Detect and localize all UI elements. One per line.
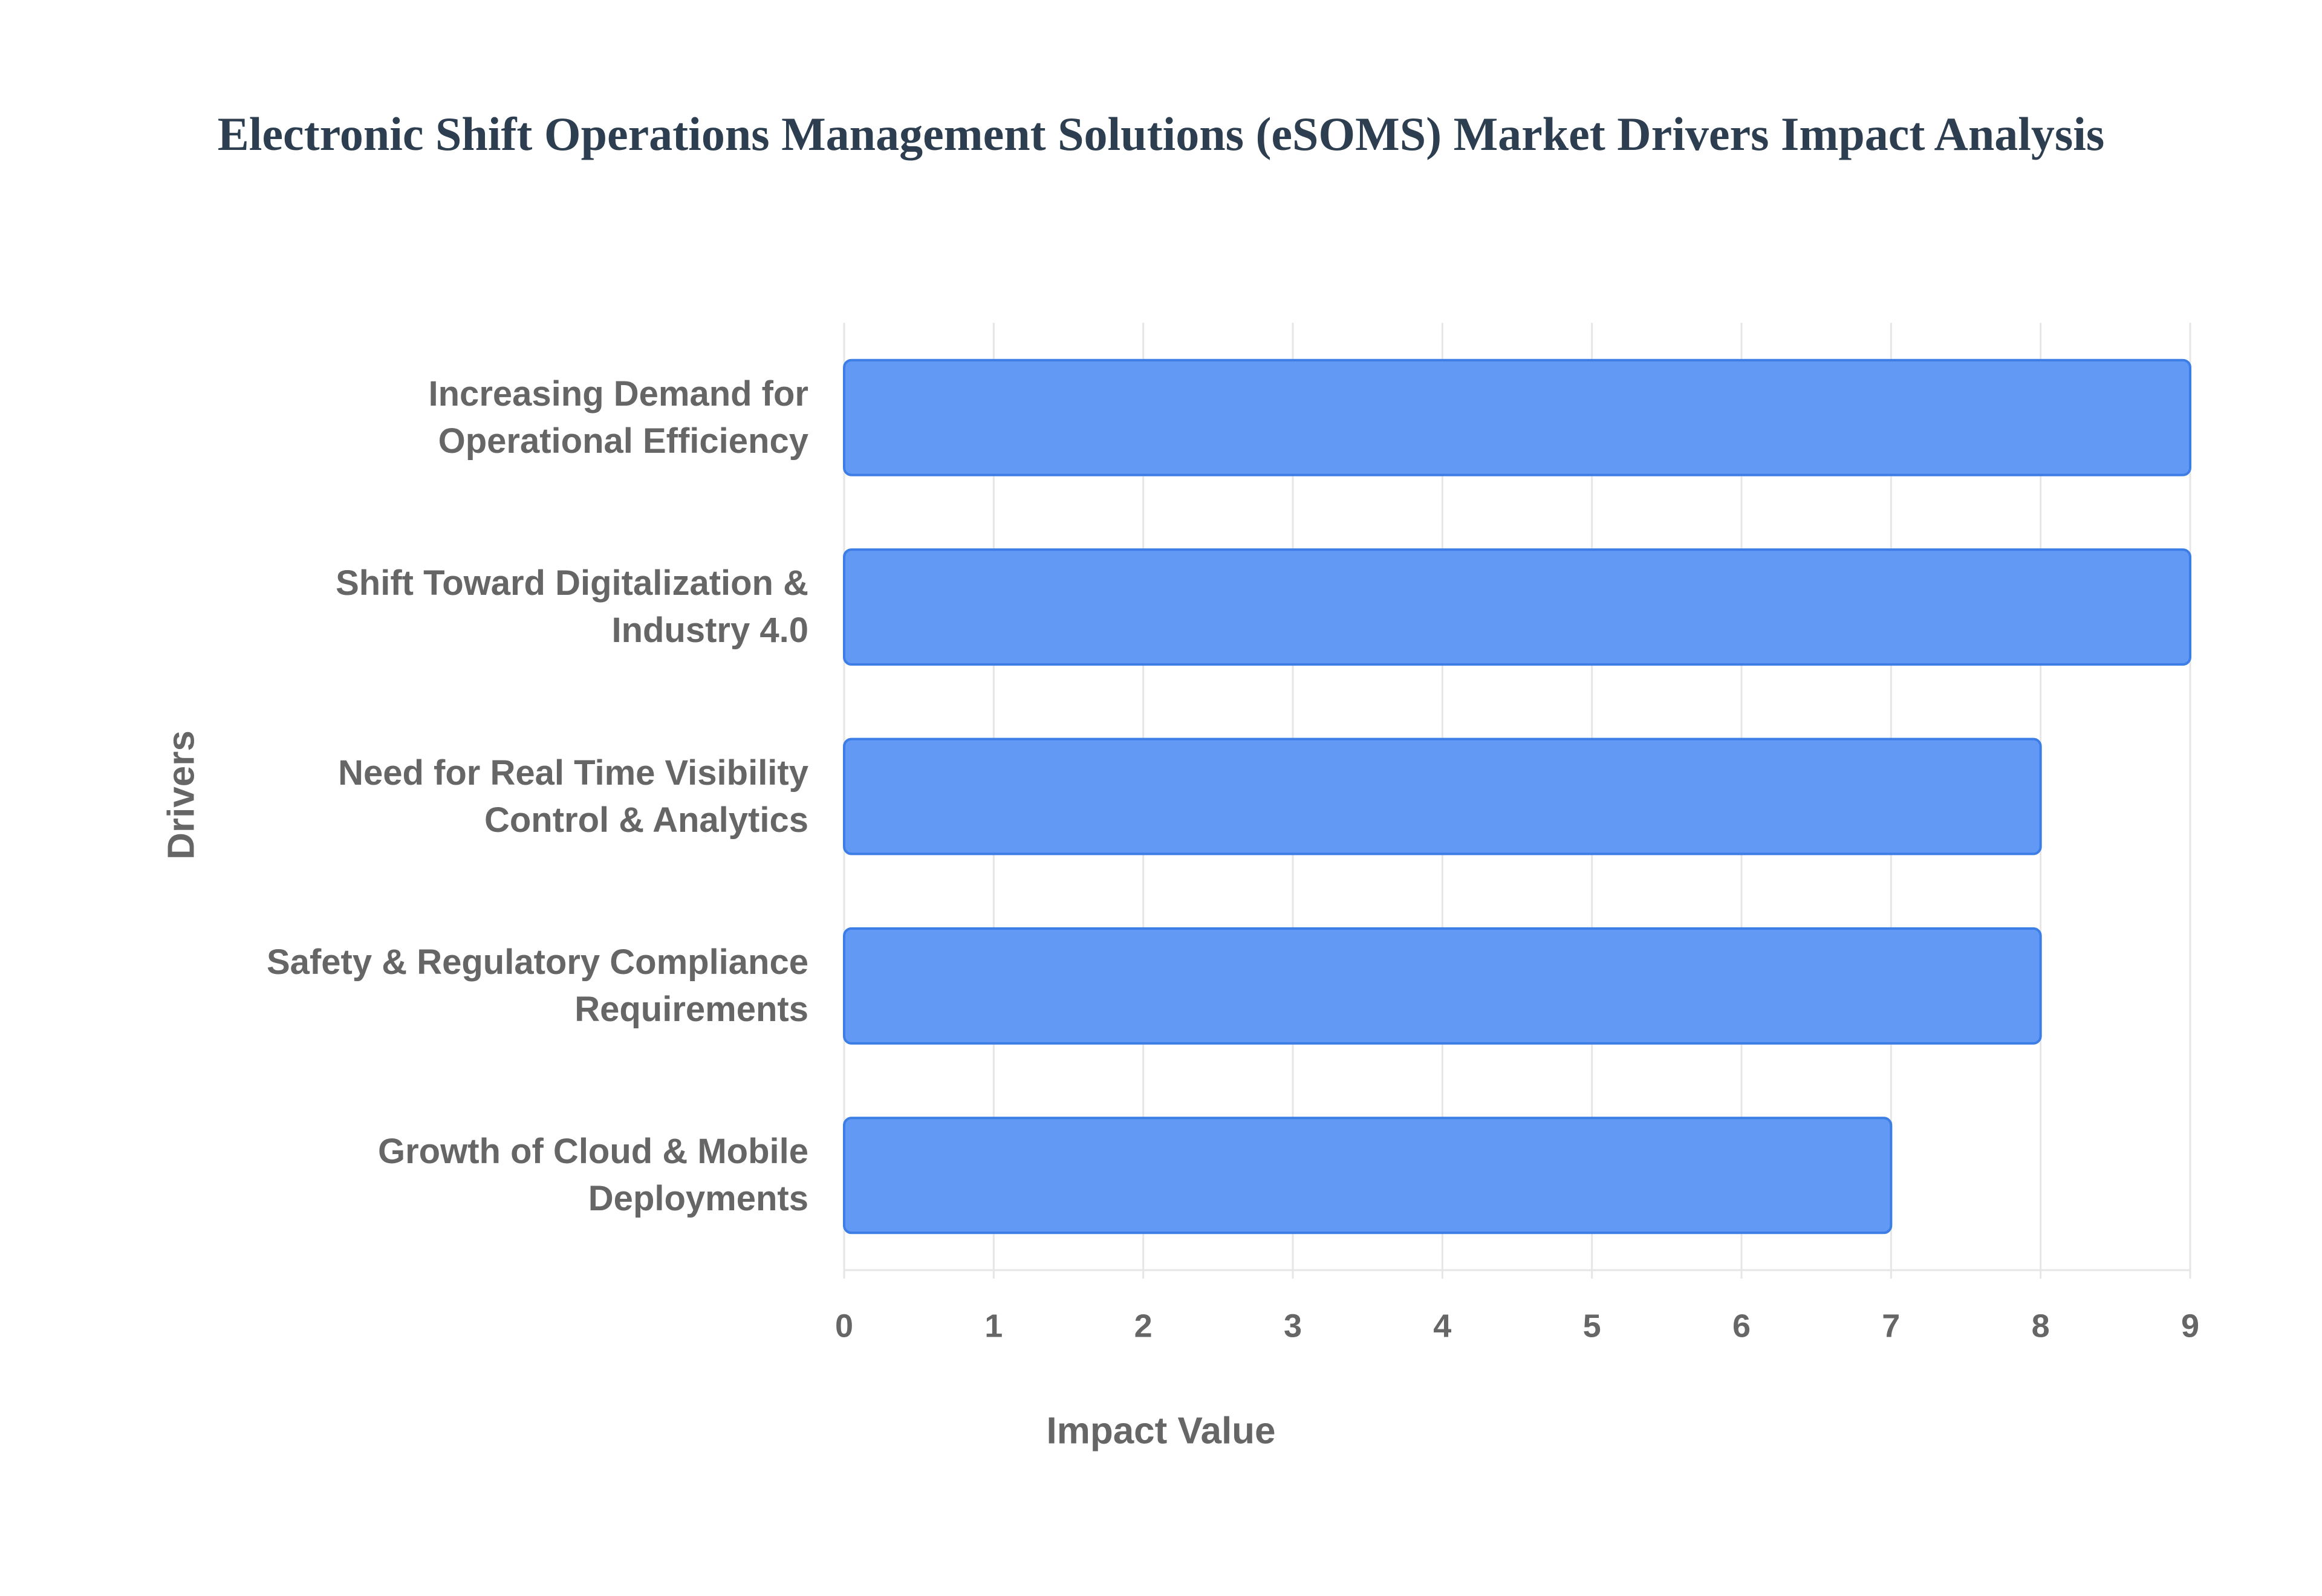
y-tick-label: Need for Real Time Visibility Control & … [338,753,808,840]
bar [843,927,2042,1045]
bar [843,358,2191,476]
x-tick-label: 6 [1732,1308,1751,1344]
x-tick-label: 2 [1134,1308,1153,1344]
bar [843,548,2191,666]
chart-title: Electronic Shift Operations Management S… [218,108,2105,160]
x-tick-label: 1 [984,1308,1003,1344]
y-tick-label: Increasing Demand for Operational Effici… [428,374,808,461]
x-tick-label: 7 [1882,1308,1900,1344]
x-tick-label: 0 [835,1308,853,1344]
x-tick-label: 4 [1433,1308,1451,1344]
x-tick-label: 3 [1284,1308,1302,1344]
x-axis-title: Impact Value [1046,1410,1275,1452]
bar [843,738,2042,855]
bar [843,1117,1893,1234]
x-tick-label: 8 [2032,1308,2050,1344]
y-tick-label: Growth of Cloud & Mobile Deployments [377,1132,808,1219]
y-tick-label: Safety & Regulatory Compliance Requireme… [267,942,808,1029]
y-axis-title: Drivers [160,730,202,860]
x-tick-label: 9 [2181,1308,2199,1344]
x-tick-label: 5 [1583,1308,1601,1344]
y-tick-label: Shift Toward Digitalization & Industry 4… [336,563,808,650]
